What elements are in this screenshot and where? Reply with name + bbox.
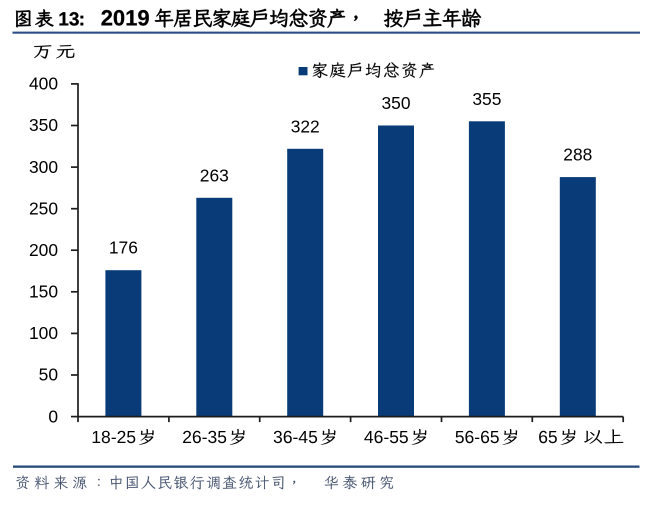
svg-text:350: 350 [29, 115, 58, 135]
svg-text:355: 355 [472, 89, 501, 109]
svg-text:322: 322 [291, 116, 320, 136]
svg-text:0: 0 [48, 406, 58, 426]
svg-text:176: 176 [109, 238, 138, 258]
svg-text:400: 400 [29, 74, 58, 94]
svg-text:250: 250 [29, 198, 58, 218]
svg-text:150: 150 [29, 282, 58, 302]
svg-text:200: 200 [29, 240, 58, 260]
svg-text:50: 50 [39, 365, 58, 385]
svg-text:300: 300 [29, 157, 58, 177]
svg-text:263: 263 [200, 165, 229, 185]
svg-text:288: 288 [563, 145, 592, 165]
svg-text:100: 100 [29, 323, 58, 343]
svg-text:350: 350 [381, 93, 410, 113]
